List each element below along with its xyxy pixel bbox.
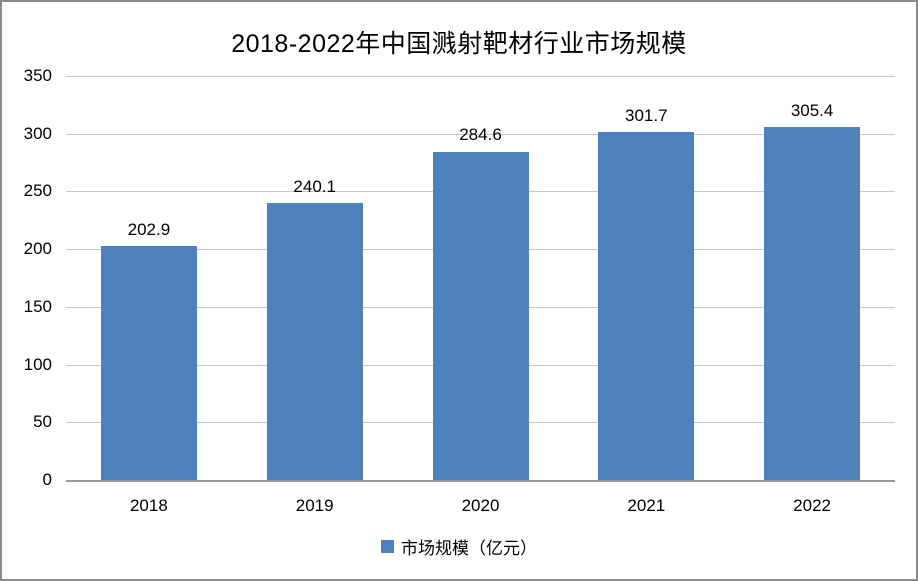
x-axis-tick-label: 2022 xyxy=(793,496,832,515)
y-axis-tick-label: 100 xyxy=(23,354,52,374)
bar-value-label: 240.1 xyxy=(293,176,336,196)
gridline xyxy=(66,133,895,135)
bar-2019 xyxy=(266,202,363,480)
y-axis-tick-label: 300 xyxy=(23,123,52,143)
bar-2020 xyxy=(432,151,529,480)
legend-label: 市场规模（亿元） xyxy=(401,539,537,558)
y-axis-tick-label: 350 xyxy=(23,66,52,85)
chart-title: 2018-2022年中国溅射靶材行业市场规模 xyxy=(231,30,687,58)
y-axis-tick-label: 250 xyxy=(23,181,52,201)
bar-value-label: 301.7 xyxy=(625,105,668,125)
gridline xyxy=(66,76,895,77)
bar-value-label: 284.6 xyxy=(459,125,502,145)
bar-value-label: 202.9 xyxy=(127,219,171,239)
x-axis-tick-label: 2018 xyxy=(129,496,168,515)
y-axis-tick-label: 200 xyxy=(23,239,52,259)
bar-2021 xyxy=(598,131,695,480)
bar-2022 xyxy=(764,127,861,480)
legend: 市场规模（亿元） xyxy=(2,534,916,559)
y-axis-tick-label: 0 xyxy=(42,470,52,489)
legend-swatch xyxy=(381,540,394,553)
plot-area: 0 50 100 150 200 250 300 350 202.9 2018 240.1 2019 2… xyxy=(24,66,895,515)
y-axis-tick-label: 50 xyxy=(33,412,52,432)
x-axis-tick-label: 2020 xyxy=(461,496,500,515)
x-axis-tick-label: 2019 xyxy=(295,496,334,515)
bar-value-label: 305.4 xyxy=(790,101,834,121)
x-axis-tick-label: 2021 xyxy=(627,496,666,515)
bar-2018 xyxy=(100,245,197,480)
y-axis-tick-label: 150 xyxy=(23,296,52,316)
